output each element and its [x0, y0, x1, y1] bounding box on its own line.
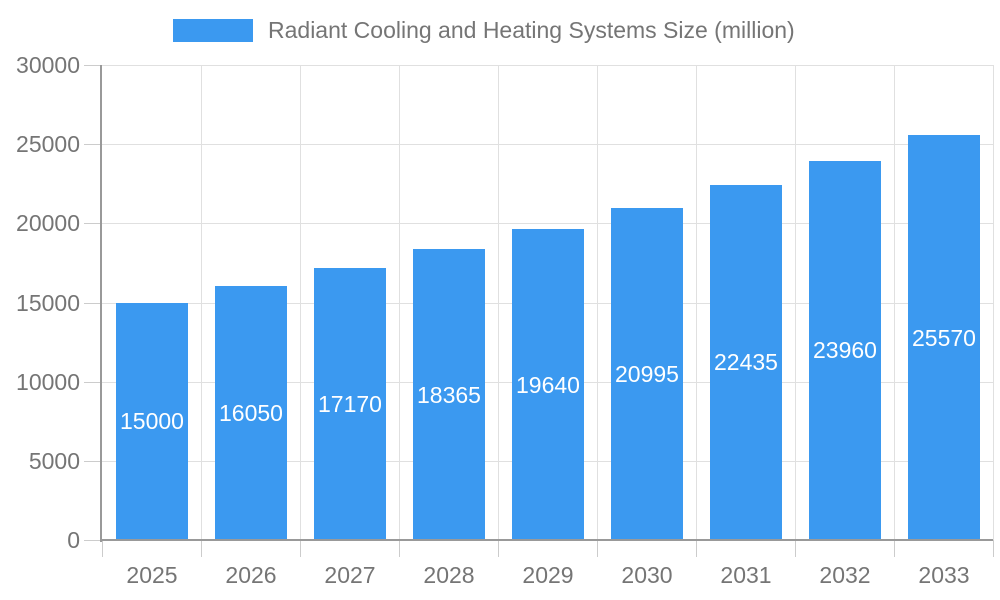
x-tick — [795, 540, 796, 557]
y-tick-label: 5000 — [28, 448, 80, 474]
bar — [809, 161, 881, 540]
bar — [413, 249, 485, 540]
bar-value-label: 23960 — [813, 337, 877, 363]
bar — [512, 229, 584, 540]
x-gridline — [993, 65, 994, 540]
x-gridline — [300, 65, 301, 540]
bar-value-label: 25570 — [912, 325, 976, 351]
x-tick — [696, 540, 697, 557]
y-tick — [84, 540, 102, 541]
y-tick — [84, 382, 102, 383]
y-tick — [84, 144, 102, 145]
x-tick-label: 2026 — [225, 562, 277, 588]
legend-label: Radiant Cooling and Heating Systems Size… — [268, 17, 795, 43]
x-tick-label: 2031 — [720, 562, 772, 588]
x-tick-label: 2027 — [324, 562, 376, 588]
x-tick-label: 2033 — [918, 562, 970, 588]
y-tick-label: 15000 — [16, 290, 80, 316]
y-tick — [84, 223, 102, 224]
x-gridline — [597, 65, 598, 540]
x-tick — [498, 540, 499, 557]
x-tick-label: 2032 — [819, 562, 871, 588]
x-tick-label: 2028 — [423, 562, 475, 588]
y-gridline — [102, 65, 993, 66]
bar-value-label: 15000 — [120, 408, 184, 434]
x-tick-label: 2025 — [126, 562, 178, 588]
legend-swatch — [173, 18, 253, 42]
y-gridline — [102, 144, 993, 145]
bar — [116, 303, 188, 541]
y-tick — [84, 65, 102, 66]
x-tick-label: 2029 — [522, 562, 574, 588]
bar-value-label: 19640 — [516, 372, 580, 398]
x-tick — [102, 540, 103, 557]
x-gridline — [894, 65, 895, 540]
bar-value-label: 17170 — [318, 391, 382, 417]
y-tick-label: 0 — [67, 527, 80, 553]
x-gridline — [399, 65, 400, 540]
bar-value-label: 20995 — [615, 361, 679, 387]
y-tick-label: 10000 — [16, 369, 80, 395]
x-axis-line — [100, 539, 993, 541]
y-tick-label: 30000 — [16, 52, 80, 78]
y-tick-label: 20000 — [16, 210, 80, 236]
bar — [908, 135, 980, 540]
chart-legend: Radiant Cooling and Heating Systems Size… — [173, 17, 795, 43]
x-gridline — [795, 65, 796, 540]
x-tick — [894, 540, 895, 557]
bar-value-label: 22435 — [714, 349, 778, 375]
x-gridline — [498, 65, 499, 540]
bar — [314, 268, 386, 540]
bar — [215, 286, 287, 540]
y-tick — [84, 461, 102, 462]
bar-value-label: 16050 — [219, 400, 283, 426]
y-tick-label: 25000 — [16, 131, 80, 157]
x-tick — [597, 540, 598, 557]
x-tick — [399, 540, 400, 557]
x-tick-label: 2030 — [621, 562, 673, 588]
y-axis-line — [100, 65, 102, 542]
x-gridline — [696, 65, 697, 540]
bar — [710, 185, 782, 540]
x-tick — [993, 540, 994, 557]
y-gridline — [102, 223, 993, 224]
x-tick — [201, 540, 202, 557]
x-tick — [300, 540, 301, 557]
x-gridline — [201, 65, 202, 540]
bar — [611, 208, 683, 540]
y-tick — [84, 303, 102, 304]
bar-value-label: 18365 — [417, 382, 481, 408]
